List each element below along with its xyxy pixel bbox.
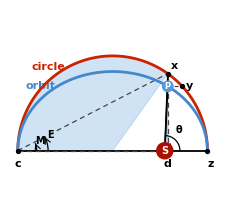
Text: E: E: [47, 130, 54, 140]
Text: circle: circle: [32, 62, 66, 72]
Text: θ: θ: [175, 125, 182, 135]
Circle shape: [157, 143, 173, 159]
Text: x: x: [171, 61, 178, 71]
Circle shape: [163, 81, 173, 92]
Polygon shape: [18, 56, 168, 151]
Polygon shape: [165, 86, 168, 151]
Text: orbit: orbit: [25, 81, 55, 91]
Polygon shape: [165, 74, 168, 151]
Text: P: P: [165, 82, 171, 91]
Text: d: d: [164, 159, 172, 169]
Text: c: c: [14, 159, 21, 169]
Text: M: M: [35, 136, 45, 146]
Text: S: S: [161, 146, 168, 156]
Text: z: z: [207, 159, 213, 169]
Text: y: y: [186, 81, 193, 91]
